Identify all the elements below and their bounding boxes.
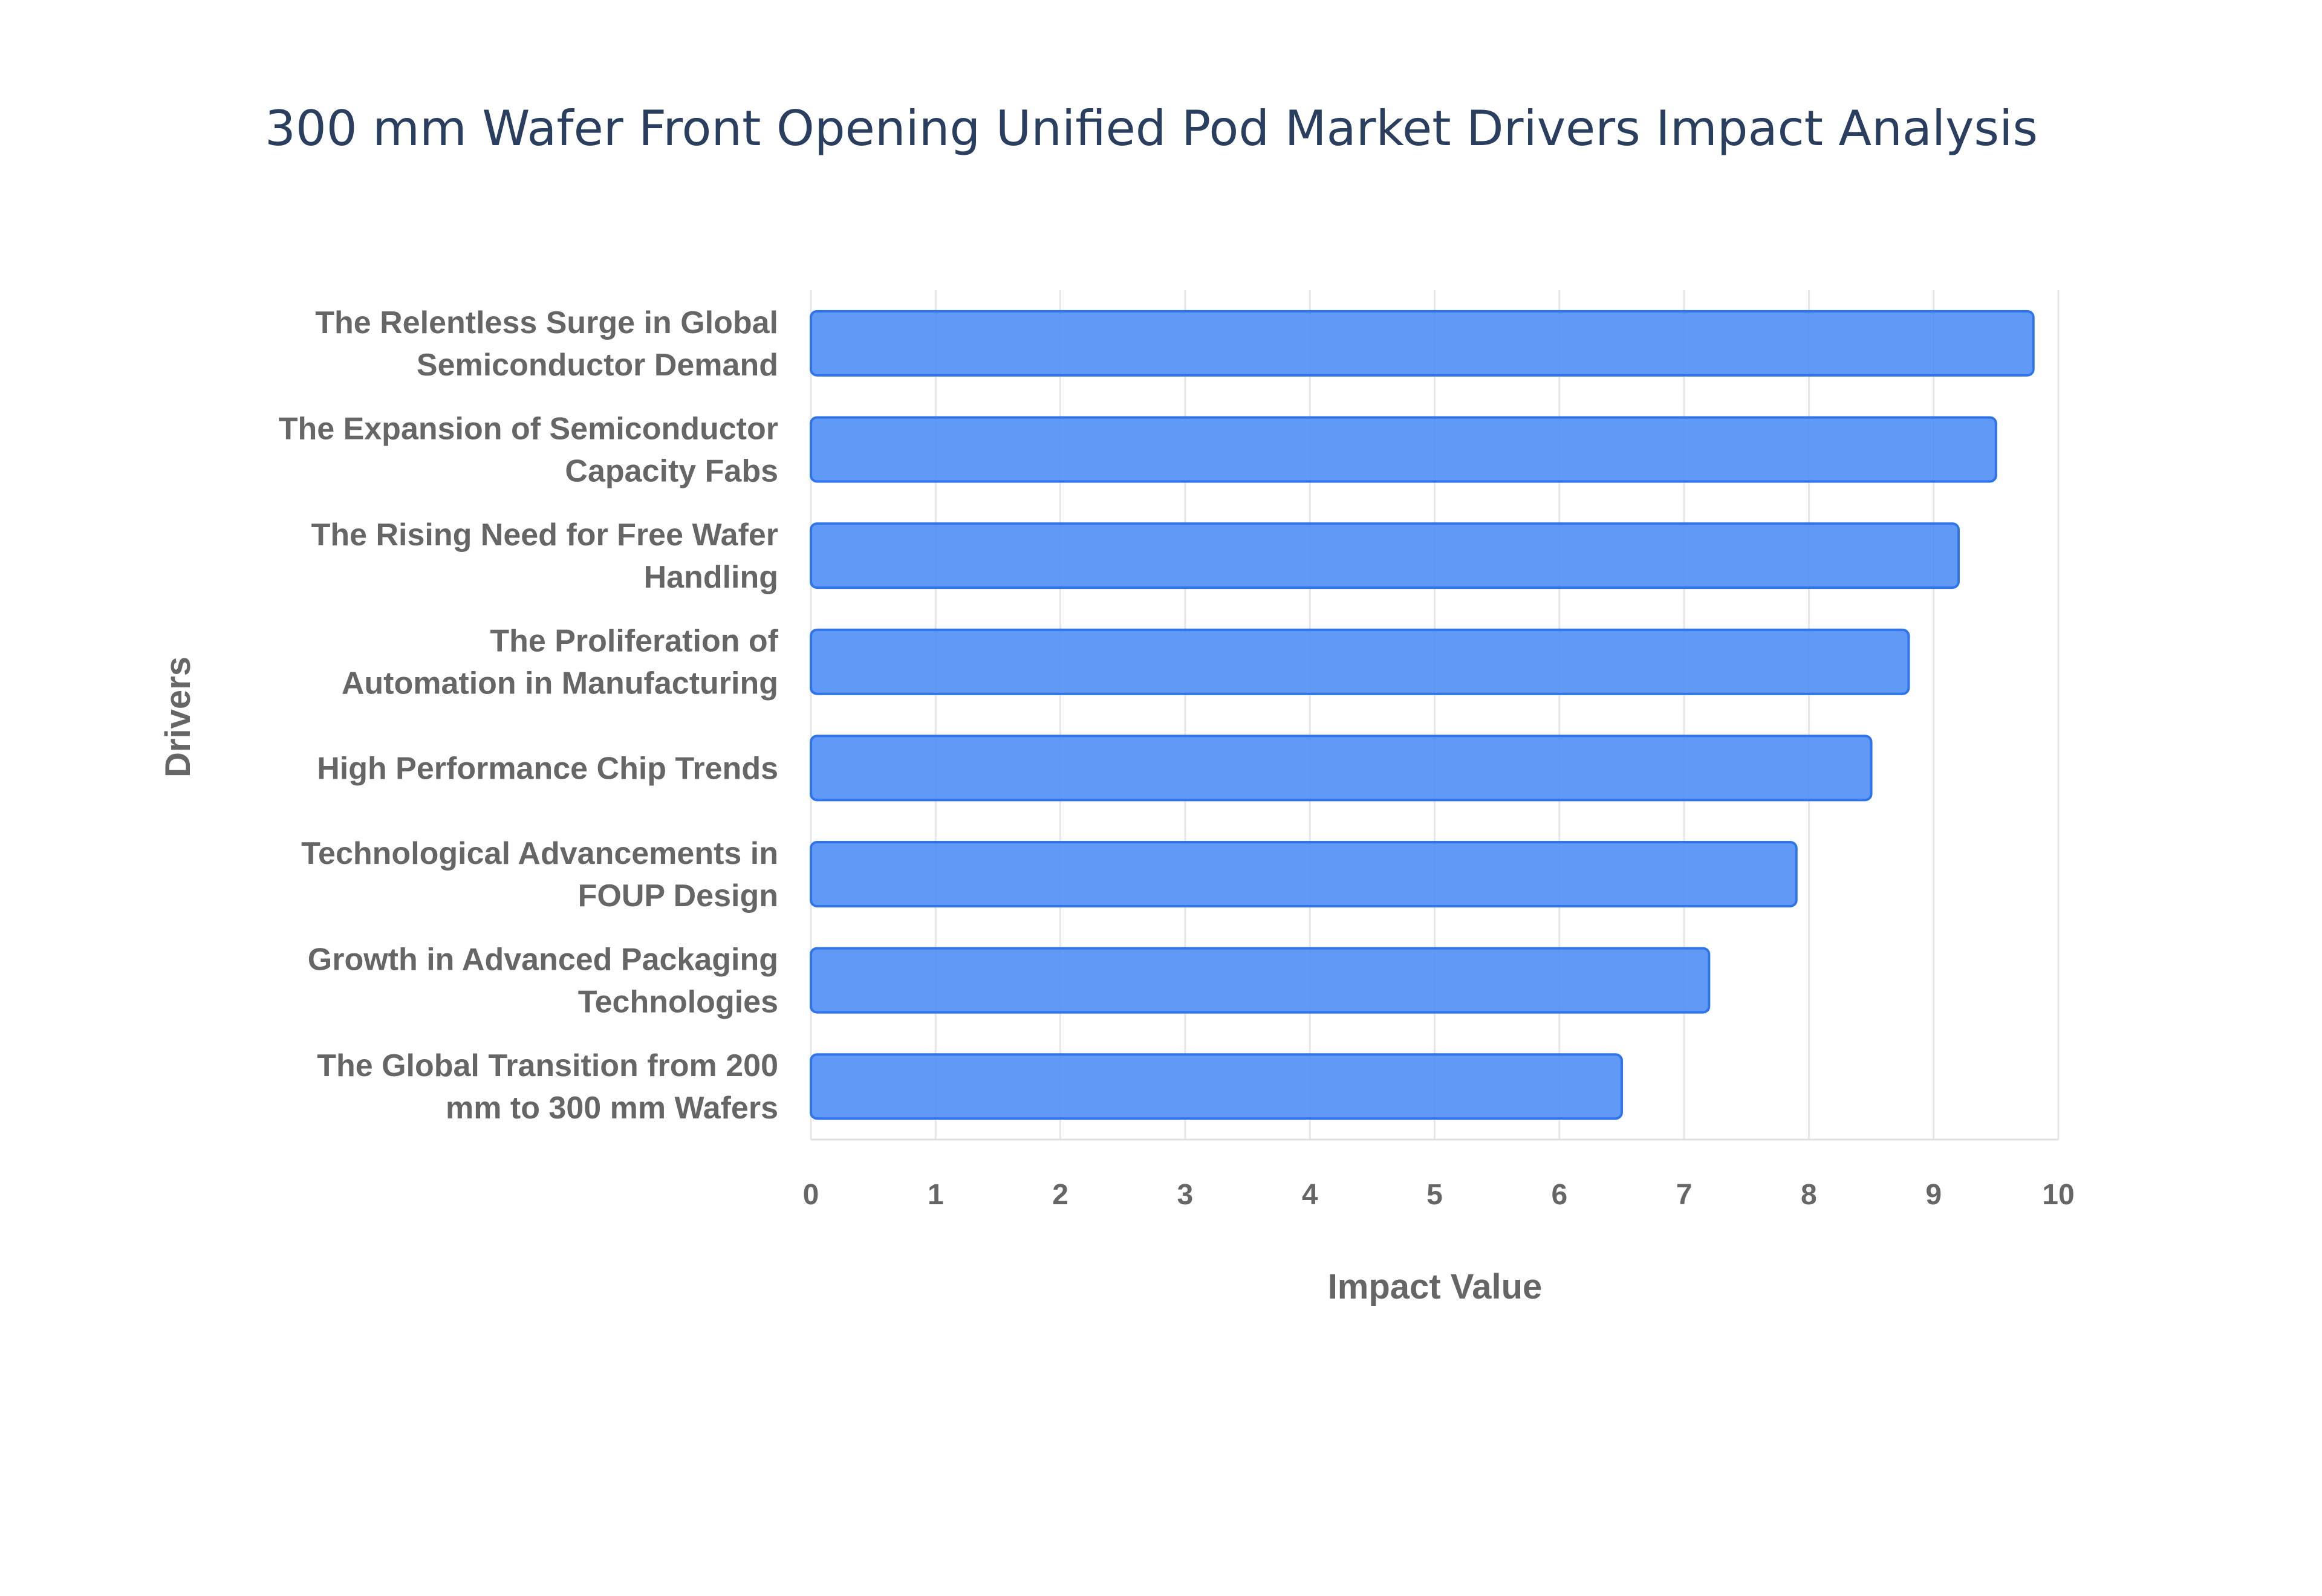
x-tick-label: 1 — [928, 1179, 944, 1211]
category-label-line: FOUP Design — [578, 878, 778, 913]
bar[interactable] — [810, 947, 1711, 1014]
category-label-line: The Relentless Surge in Global — [315, 305, 778, 340]
category-label: The Global Transition from 200 mm to 300 … — [317, 1048, 778, 1126]
category-label-line: Growth in Advanced Packaging — [308, 942, 778, 978]
x-tick-label: 3 — [1177, 1179, 1194, 1211]
category-label-line: Capacity Fabs — [565, 453, 778, 488]
x-tick-label: 6 — [1551, 1179, 1567, 1211]
x-tick-label: 10 — [2042, 1179, 2074, 1211]
category-label: The Proliferation of Automation in Manufa… — [342, 624, 779, 701]
x-tick-label: 5 — [1426, 1179, 1443, 1211]
chart-title: 300 mm Wafer Front Opening Unified Pod M… — [265, 100, 2038, 157]
category-label-line: Automation in Manufacturing — [342, 666, 778, 701]
category-label-line: Technological Advancements in — [301, 836, 778, 871]
bars — [810, 310, 2035, 1120]
x-tick-label: 4 — [1302, 1179, 1318, 1211]
category-label: High Performance Chip Trends — [317, 751, 778, 786]
x-axis-title: Impact Value — [1328, 1267, 1543, 1306]
x-tick-label: 2 — [1052, 1179, 1068, 1211]
category-label: The Relentless Surge in Global Semiconduc… — [315, 305, 778, 383]
category-label-line: The Proliferation of — [490, 624, 778, 659]
bar[interactable] — [810, 735, 1873, 802]
x-tick-labels: 0 1 2 3 4 5 6 7 8 9 10 — [803, 1179, 2075, 1211]
category-label-line: Semiconductor Demand — [417, 348, 778, 383]
bar[interactable] — [810, 840, 1798, 907]
bar[interactable] — [810, 310, 2035, 377]
x-tick-label: 0 — [803, 1179, 819, 1211]
category-label-line: High Performance Chip Trends — [317, 751, 778, 786]
category-label: Technological Advancements in FOUP Design — [301, 836, 778, 913]
y-axis-title: Drivers — [158, 657, 198, 777]
bar[interactable] — [810, 1053, 1623, 1120]
category-label-line: The Global Transition from 200 — [317, 1048, 778, 1083]
x-tick-label: 9 — [1925, 1179, 1942, 1211]
category-label: Growth in Advanced Packaging Technologies — [308, 942, 778, 1020]
category-label-line: The Expansion of Semiconductor — [279, 411, 778, 446]
category-label-line: Technologies — [578, 985, 778, 1020]
category-label: The Rising Need for Free Wafer Handling — [311, 517, 778, 595]
bar[interactable] — [810, 628, 1910, 695]
bar[interactable] — [810, 416, 1997, 483]
category-label-line: mm to 300 mm Wafers — [446, 1091, 778, 1126]
x-tick-label: 7 — [1676, 1179, 1693, 1211]
category-label-line: The Rising Need for Free Wafer — [311, 517, 778, 553]
category-label: The Expansion of Semiconductor Capacity F… — [279, 411, 778, 488]
category-label-line: Handling — [644, 560, 778, 595]
category-labels: The Relentless Surge in Global Semiconduc… — [279, 305, 779, 1126]
x-tick-label: 8 — [1801, 1179, 1817, 1211]
bar[interactable] — [810, 522, 1960, 589]
